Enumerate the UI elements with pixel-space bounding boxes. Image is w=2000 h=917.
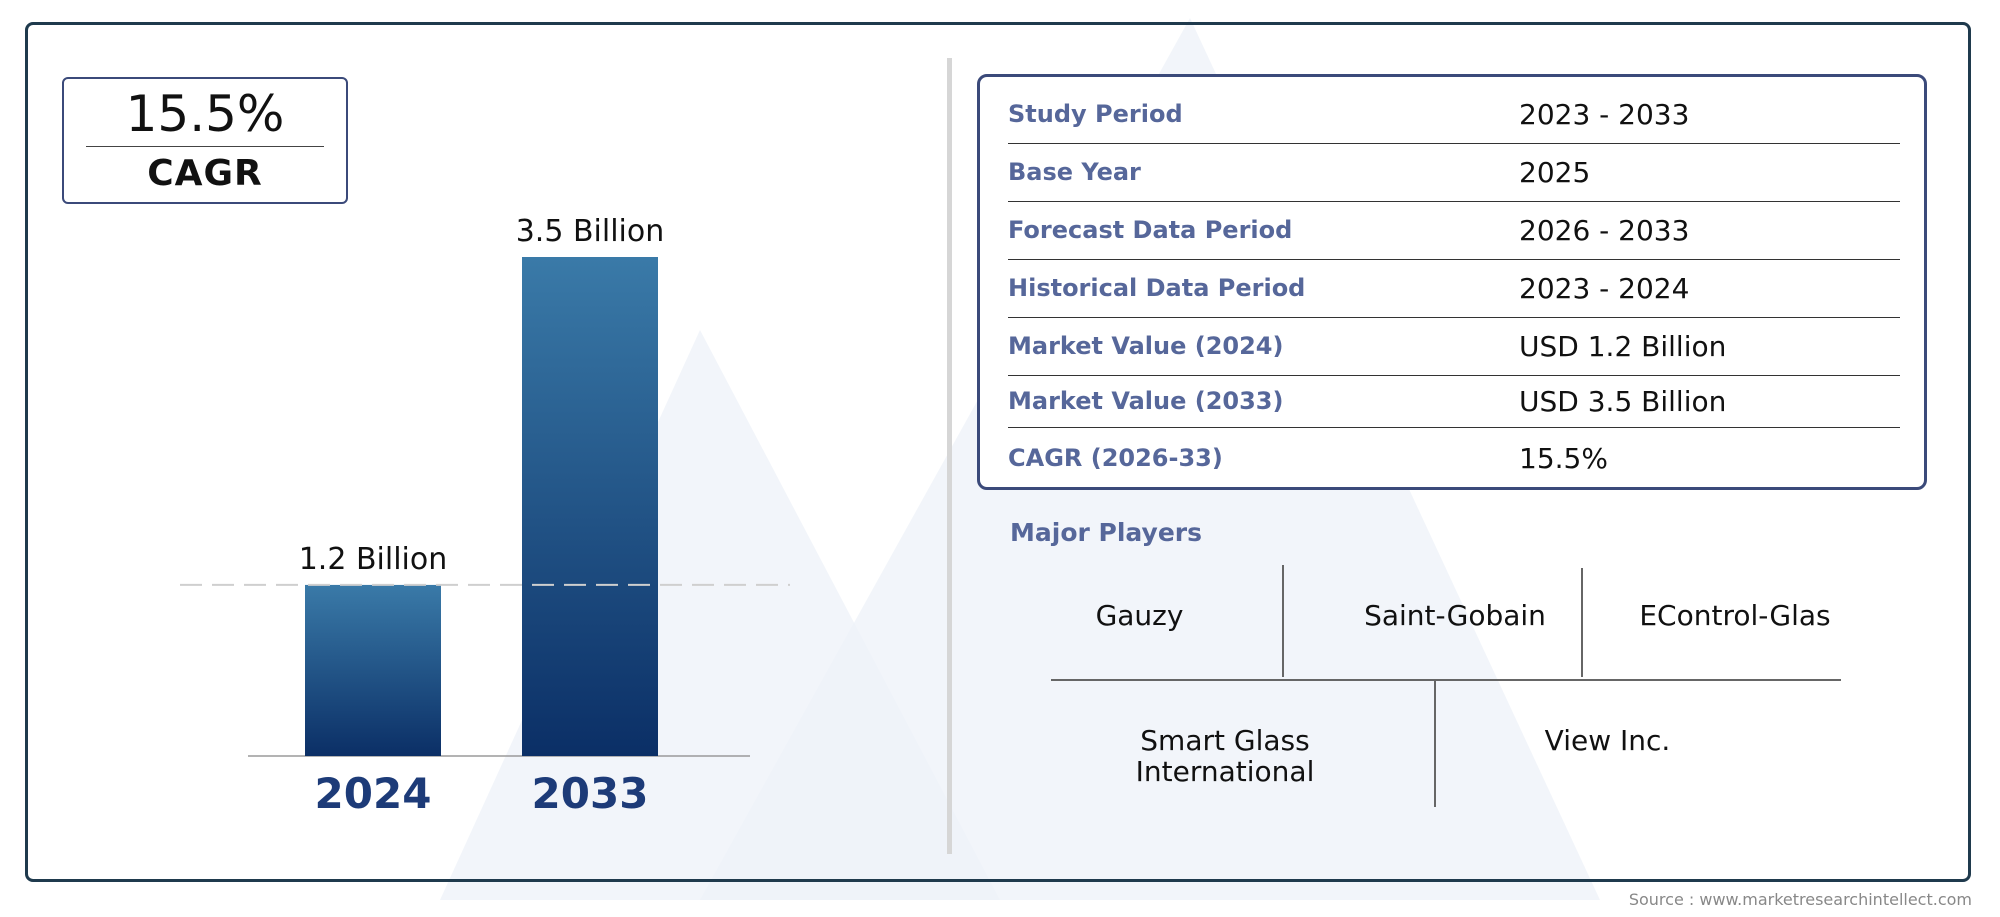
bar-chart: 1.2 Billion 2024 3.5 Billion 2033 — [180, 214, 790, 818]
study-info-table: Study Period 2023 - 2033 Base Year 2025 … — [977, 74, 1927, 490]
player-grid-divider — [1581, 568, 1583, 677]
info-value: 2023 - 2033 — [1519, 97, 1690, 131]
player-name: Gauzy — [1095, 599, 1184, 632]
info-label: Historical Data Period — [1008, 274, 1306, 302]
info-row-historical-period: Historical Data Period 2023 - 2024 — [1008, 259, 1900, 318]
player-grid-divider — [1051, 679, 1841, 681]
info-label: CAGR (2026-33) — [1008, 444, 1223, 472]
info-row-base-year: Base Year 2025 — [1008, 143, 1900, 202]
info-row-market-value-2033: Market Value (2033) USD 3.5 Billion — [1008, 375, 1900, 428]
info-row-market-value-2024: Market Value (2024) USD 1.2 Billion — [1008, 317, 1900, 376]
info-value: USD 1.2 Billion — [1519, 329, 1727, 363]
cagr-label: CAGR — [147, 153, 263, 194]
x-tick-label: 2033 — [532, 769, 649, 818]
cagr-value: 15.5% — [125, 85, 285, 143]
info-value: 2026 - 2033 — [1519, 213, 1690, 247]
info-row-cagr: CAGR (2026-33) 15.5% — [1008, 429, 1900, 487]
outer-frame — [25, 22, 1971, 882]
bar-value-label: 1.2 Billion — [299, 542, 448, 577]
source-note: Source : www.marketresearchintellect.com — [1628, 890, 1972, 909]
info-value: USD 3.5 Billion — [1519, 384, 1727, 418]
x-tick-label: 2024 — [315, 769, 432, 818]
info-label: Forecast Data Period — [1008, 216, 1293, 244]
cagr-divider — [86, 146, 324, 147]
bar-2024 — [305, 584, 441, 756]
bar-2033 — [522, 257, 658, 756]
info-label: Study Period — [1008, 100, 1183, 128]
cagr-box: 15.5% CAGR — [62, 77, 348, 204]
info-label: Base Year — [1008, 158, 1141, 186]
info-label: Market Value (2033) — [1008, 387, 1284, 415]
info-value: 2025 — [1519, 155, 1591, 189]
player-grid-divider — [1282, 565, 1284, 677]
section-divider — [947, 58, 952, 854]
player-name: EControl-Glas — [1639, 599, 1831, 632]
player-name: Saint-Gobain — [1364, 599, 1546, 632]
info-value: 15.5% — [1519, 441, 1608, 475]
info-row-forecast-period: Forecast Data Period 2026 - 2033 — [1008, 201, 1900, 260]
info-value: 2023 - 2024 — [1519, 271, 1690, 305]
info-label: Market Value (2024) — [1008, 332, 1284, 360]
player-name: View Inc. — [1544, 724, 1671, 757]
player-grid-divider — [1434, 680, 1436, 807]
info-row-study-period: Study Period 2023 - 2033 — [1008, 85, 1900, 144]
player-name: Smart Glass International — [1135, 724, 1315, 788]
major-players-title: Major Players — [1010, 518, 1202, 547]
bar-value-label: 3.5 Billion — [516, 214, 665, 249]
